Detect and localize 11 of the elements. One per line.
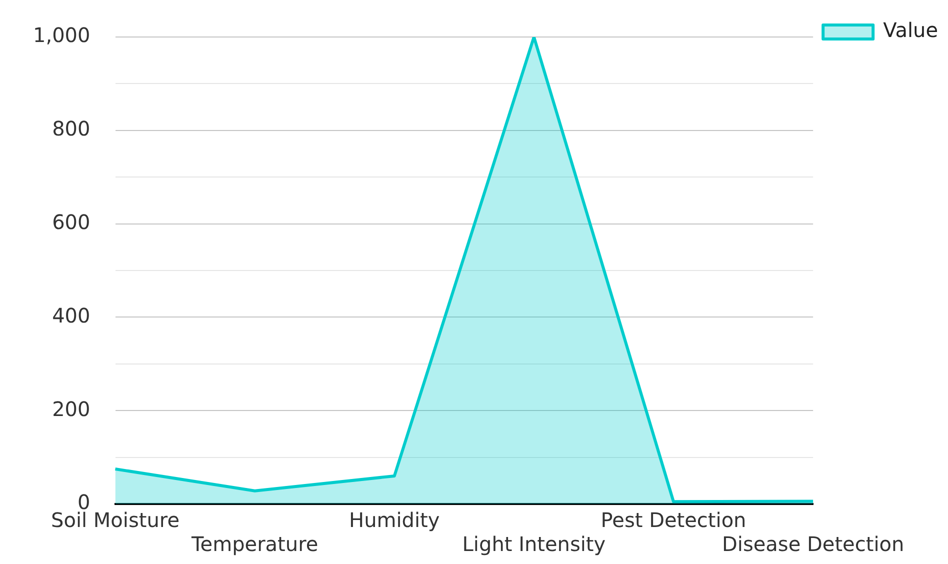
y-tick-label: 400 <box>52 303 90 328</box>
x-tick-label: Temperature <box>190 532 318 556</box>
legend-label: Value <box>883 18 938 42</box>
x-tick-label: Pest Detection <box>600 508 746 532</box>
x-tick-label: Humidity <box>349 508 440 532</box>
y-tick-label: 200 <box>52 396 90 421</box>
x-tick-label: Disease Detection <box>722 532 904 556</box>
y-tick-label: 800 <box>52 116 90 141</box>
x-tick-label: Light Intensity <box>462 532 606 556</box>
y-tick-label: 600 <box>52 210 90 234</box>
y-tick-label: 1,000 <box>32 23 90 48</box>
